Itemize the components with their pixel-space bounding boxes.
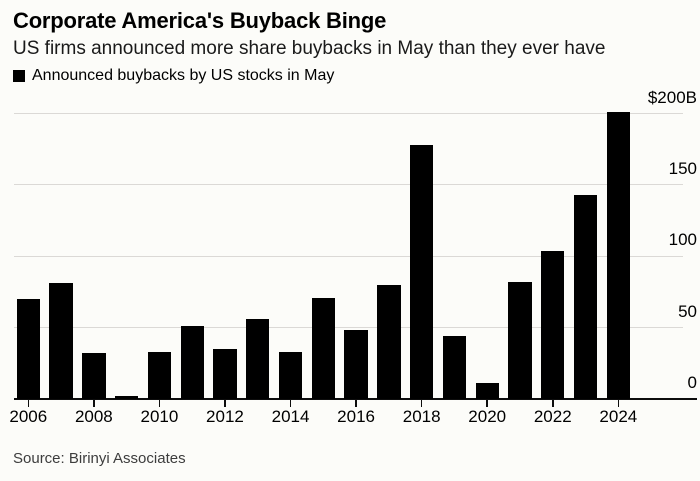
gridline-200 (14, 113, 683, 114)
gridline-50 (14, 327, 683, 329)
y-axis-label-150: 150 (668, 158, 697, 178)
x-axis-tick-label-2014: 2014 (271, 407, 310, 426)
source-label: Source: Birinyi Associates (13, 450, 186, 467)
bar-2016 (344, 330, 368, 399)
y-axis-label-100: 100 (668, 230, 697, 250)
gridline-150 (14, 184, 683, 186)
bar-2023 (573, 194, 598, 399)
bar-2006 (16, 299, 40, 399)
x-axis-tick-2016 (355, 398, 357, 407)
bar-2013 (246, 319, 270, 399)
x-axis-tick-label-2024: 2024 (599, 407, 638, 426)
bar-2009 (114, 396, 139, 399)
x-axis-tick-2014 (289, 398, 292, 407)
x-axis-tick-2020 (486, 398, 488, 407)
bar-2017 (377, 284, 401, 399)
x-axis-tick-label-2006: 2006 (9, 407, 48, 426)
x-axis-tick-label-2020: 2020 (468, 407, 507, 426)
x-axis-tick-label-2010: 2010 (140, 407, 179, 426)
x-axis-tick-label-2012: 2012 (206, 407, 244, 426)
bar-2011 (180, 326, 204, 399)
bar-2014 (278, 351, 303, 399)
bar-2008 (82, 353, 106, 399)
y-axis-label-200: $200B (647, 87, 697, 107)
x-axis-tick-2010 (158, 398, 161, 407)
gridline-100 (14, 255, 683, 257)
x-axis-tick-2022 (552, 398, 554, 407)
y-axis-label-0: 0 (687, 373, 697, 392)
bar-2024 (606, 112, 631, 399)
bar-2012 (213, 349, 237, 399)
x-axis-tick-2006 (27, 398, 30, 407)
chart-subtitle: US firms announced more share buybacks i… (13, 38, 606, 59)
bar-2022 (541, 250, 565, 399)
x-axis-tick-label-2022: 2022 (533, 407, 572, 426)
legend: Announced buybacks by US stocks in May (13, 68, 334, 84)
bar-2007 (49, 283, 73, 399)
y-axis-label-50: 50 (678, 301, 697, 321)
legend-swatch-icon (13, 70, 25, 82)
x-axis-tick-label-2008: 2008 (74, 407, 113, 426)
bar-2010 (147, 351, 172, 399)
x-axis-tick-2008 (93, 398, 95, 407)
x-axis-tick-label-2018: 2018 (402, 407, 441, 426)
bar-2018 (409, 144, 434, 399)
x-axis-tick-2012 (224, 398, 226, 407)
legend-label: Announced buybacks by US stocks in May (32, 67, 335, 84)
bar-2020 (475, 383, 499, 399)
bar-2019 (442, 336, 467, 399)
x-axis-tick-2024 (617, 398, 620, 407)
bar-2015 (311, 297, 335, 399)
x-axis-tick-label-2016: 2016 (337, 407, 375, 426)
bar-2021 (508, 281, 532, 399)
x-axis-tick-2018 (420, 398, 423, 407)
chart-title: Corporate America's Buyback Binge (13, 8, 387, 33)
